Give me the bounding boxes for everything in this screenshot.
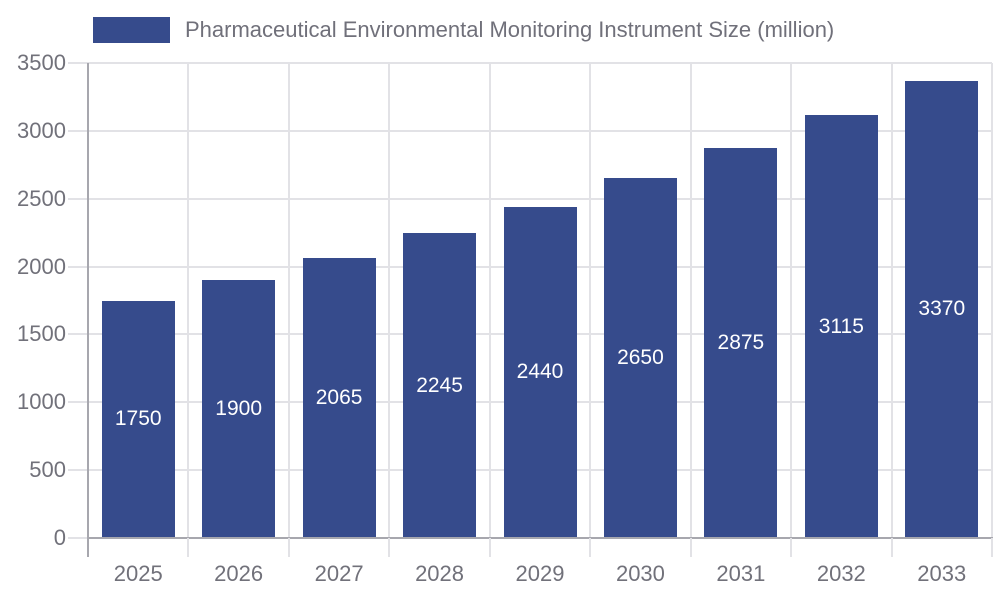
bar-value-label: 2245: [416, 373, 463, 397]
y-axis-tick: [68, 129, 88, 132]
gridline: [991, 63, 993, 538]
bar[interactable]: 3115: [804, 115, 878, 538]
bar[interactable]: 2065: [302, 257, 376, 538]
y-axis-tick: [68, 537, 88, 539]
x-axis-tick: [589, 538, 592, 557]
x-axis-tick: [991, 538, 993, 557]
gridline: [88, 197, 992, 200]
y-axis-tick-label: 1500: [17, 321, 66, 347]
x-axis-tick-label: 2029: [515, 561, 565, 586]
chart-title: Pharmaceutical Environmental Monitoring …: [185, 17, 835, 42]
x-axis-tick-label: 2030: [615, 561, 665, 586]
x-axis-tick-label: 2026: [214, 561, 264, 586]
gridline: [287, 63, 290, 538]
bar[interactable]: 2875: [704, 147, 778, 538]
bar-value-label: 2440: [516, 360, 564, 384]
x-axis-tick: [388, 538, 391, 557]
y-axis-tick-label: 3000: [17, 117, 66, 143]
x-axis-line: [87, 537, 993, 539]
bar-value-label: 3370: [918, 297, 966, 321]
x-axis-tick-label: 2028: [415, 561, 465, 586]
y-axis-tick-label: 3500: [17, 50, 66, 75]
legend-swatch: [93, 17, 170, 43]
bar[interactable]: 2650: [603, 178, 677, 538]
gridline: [589, 63, 592, 538]
gridline: [88, 129, 992, 132]
bar-value-label: 1900: [215, 397, 263, 421]
x-axis-tick: [689, 538, 692, 557]
bar[interactable]: 3370: [905, 80, 979, 538]
bar[interactable]: 1750: [101, 300, 175, 538]
x-axis-tick-label: 2025: [113, 561, 163, 586]
y-axis-tick: [68, 401, 88, 404]
bar-value-label: 3115: [818, 314, 864, 338]
legend-item[interactable]: Pharmaceutical Environmental Monitoring …: [93, 17, 834, 43]
y-axis-tick-label: 0: [53, 525, 66, 550]
gridline: [187, 63, 190, 538]
gridline: [388, 63, 391, 538]
y-axis-tick: [68, 469, 88, 472]
x-axis-tick: [187, 538, 190, 557]
bar-value-label: 2875: [717, 330, 765, 354]
gridline: [488, 63, 491, 538]
x-axis-tick-label: 2032: [816, 561, 866, 586]
x-axis-tick-label: 2033: [917, 561, 967, 586]
bar-value-label: 2065: [315, 385, 363, 409]
gridline: [689, 63, 692, 538]
x-axis-tick-label: 2027: [314, 561, 364, 586]
y-axis-tick: [68, 62, 88, 64]
y-axis-tick-label: 500: [29, 457, 66, 483]
y-axis-tick: [68, 333, 88, 336]
x-axis-tick: [287, 538, 290, 557]
bar-value-label: 2650: [617, 346, 664, 370]
bar[interactable]: 1900: [202, 280, 276, 538]
gridline: [890, 63, 893, 538]
bar[interactable]: 2245: [403, 233, 477, 538]
x-axis-tick: [790, 538, 793, 557]
bar[interactable]: 2440: [503, 206, 577, 538]
y-axis-tick-label: 1000: [17, 389, 66, 415]
y-axis-tick-label: 2000: [17, 253, 66, 279]
bar-value-label: 1750: [114, 407, 162, 431]
gridline: [790, 63, 793, 538]
y-axis-line: [87, 63, 89, 557]
x-axis-tick: [488, 538, 491, 557]
y-axis-tick-label: 2500: [17, 185, 66, 211]
x-axis-tick-label: 2031: [716, 561, 766, 586]
y-axis-tick: [68, 197, 88, 200]
x-axis-tick: [890, 538, 893, 557]
gridline: [88, 62, 992, 64]
y-axis-tick: [68, 265, 88, 268]
